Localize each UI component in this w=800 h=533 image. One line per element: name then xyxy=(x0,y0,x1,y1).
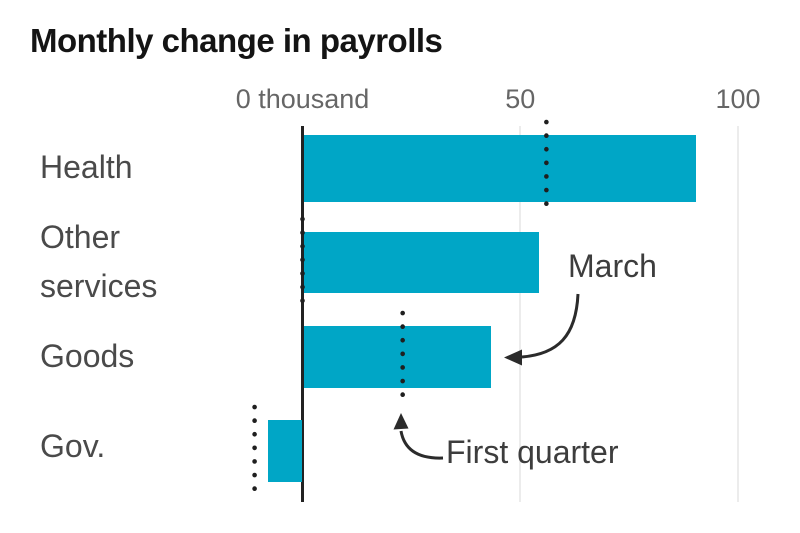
zero-axis-line xyxy=(301,126,304,502)
annotation-first-quarter: First quarter xyxy=(446,434,619,470)
tick-label-100: 100 xyxy=(715,84,761,114)
category-label-goods: Goods xyxy=(40,338,135,374)
first-quarter-arrow xyxy=(399,430,444,460)
bar-health xyxy=(304,135,696,202)
annotation-march: March xyxy=(568,248,657,284)
bar-other-services xyxy=(304,232,540,293)
gridline-50 xyxy=(519,126,522,502)
category-label-other-services: Other services xyxy=(40,218,158,305)
first-quarter-arrowhead xyxy=(393,413,409,430)
chart-title: Monthly change in payrolls xyxy=(30,22,443,59)
category-label-health: Health xyxy=(40,149,133,185)
march-arrow xyxy=(521,293,580,359)
bar-goods xyxy=(304,326,492,388)
gridline-100 xyxy=(737,126,739,502)
category-label-gov: Gov. xyxy=(40,428,106,464)
tick-label-0: 0 thousand xyxy=(235,84,370,114)
bar-gov xyxy=(267,420,303,482)
tick-label-50: 50 xyxy=(505,84,536,114)
